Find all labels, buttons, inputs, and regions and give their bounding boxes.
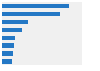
Bar <box>2 59 12 64</box>
Bar <box>2 12 60 16</box>
Bar <box>2 43 14 48</box>
Bar <box>2 20 28 24</box>
Bar <box>2 28 22 32</box>
Bar <box>2 4 69 8</box>
Bar <box>2 51 13 56</box>
Bar <box>2 36 15 40</box>
